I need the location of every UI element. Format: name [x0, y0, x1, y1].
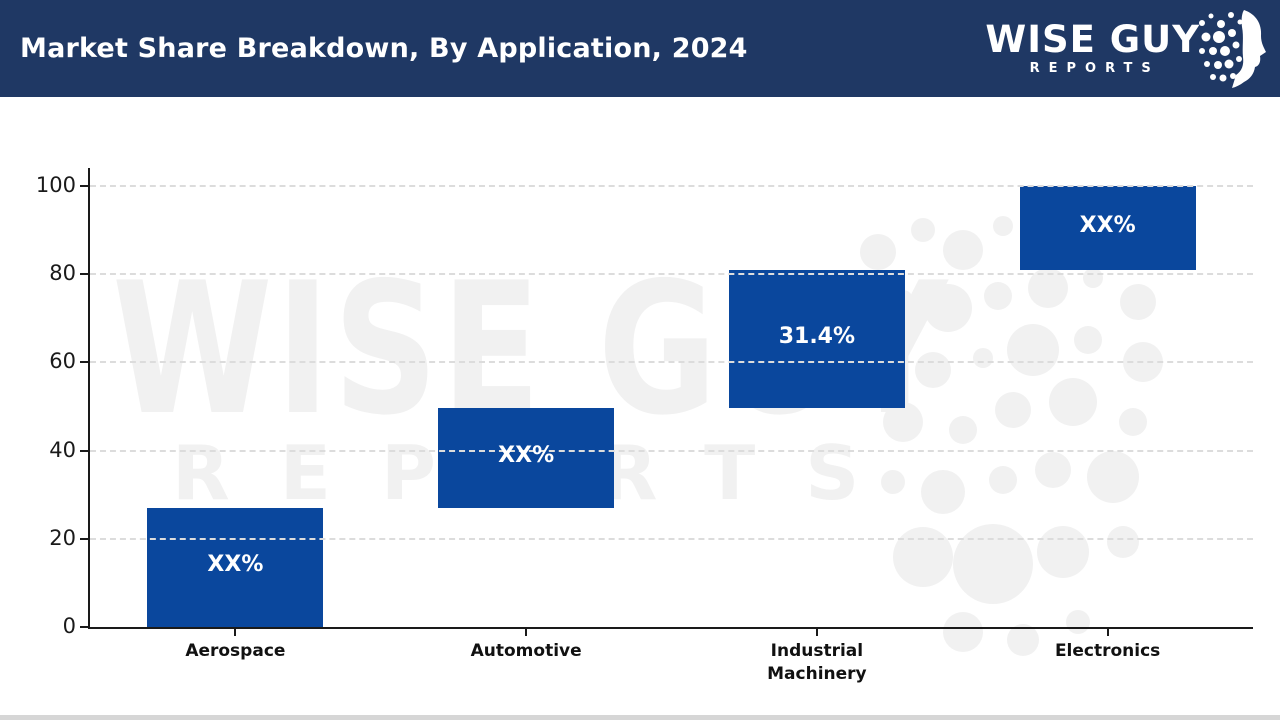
x-category-label: Electronics — [1054, 641, 1161, 661]
gridline-20 — [90, 537, 1253, 540]
y-axis — [88, 168, 90, 629]
header: Market Share Breakdown, By Application, … — [0, 0, 1280, 97]
x-tick-mark — [1106, 629, 1109, 636]
gridline-40 — [90, 449, 1253, 452]
y-tick-label: 100 — [35, 173, 76, 197]
logo-wordmark: WISE GUY — [985, 17, 1200, 61]
x-tick-mark — [815, 629, 818, 636]
logo-head-icon — [1199, 9, 1266, 88]
x-category-label: Automotive — [470, 641, 582, 661]
bar-value-label: XX% — [1079, 212, 1136, 238]
y-tick-mark — [80, 185, 88, 187]
bar-value-label: 31.4% — [778, 324, 856, 350]
wiseguy-logo: WISE GUY REPORTS — [985, 7, 1266, 91]
y-tick-label: 40 — [49, 437, 76, 462]
y-tick-mark — [80, 361, 88, 364]
logo-tagline: REPORTS — [1029, 61, 1160, 77]
bar-aerospace — [147, 507, 324, 627]
bar-value-label: XX% — [207, 552, 264, 578]
x-axis — [88, 627, 1253, 629]
gridline-60 — [90, 361, 1253, 364]
bar-automotive — [438, 408, 615, 508]
x-tick-mark — [234, 629, 237, 636]
y-tick-mark — [80, 626, 88, 628]
gridline-80 — [90, 273, 1253, 276]
y-tick-mark — [80, 273, 88, 276]
page-title: Market Share Breakdown, By Application, … — [20, 33, 748, 64]
y-tick-label: 60 — [49, 349, 76, 374]
logo-text: WISE GUY REPORTS — [985, 17, 1200, 77]
y-tick-mark — [80, 537, 88, 540]
x-tick-mark — [525, 629, 528, 636]
bar-value-label: XX% — [498, 443, 555, 469]
y-tick-label: 0 — [62, 614, 76, 638]
y-tick-label: 80 — [49, 261, 76, 286]
gridline-100 — [90, 185, 1253, 187]
x-category-label: Industrial Machinery — [767, 641, 867, 684]
x-category-label: Aerospace — [185, 641, 286, 661]
y-tick-label: 20 — [49, 525, 76, 550]
y-tick-mark — [80, 449, 88, 452]
footer-strip — [0, 715, 1280, 720]
